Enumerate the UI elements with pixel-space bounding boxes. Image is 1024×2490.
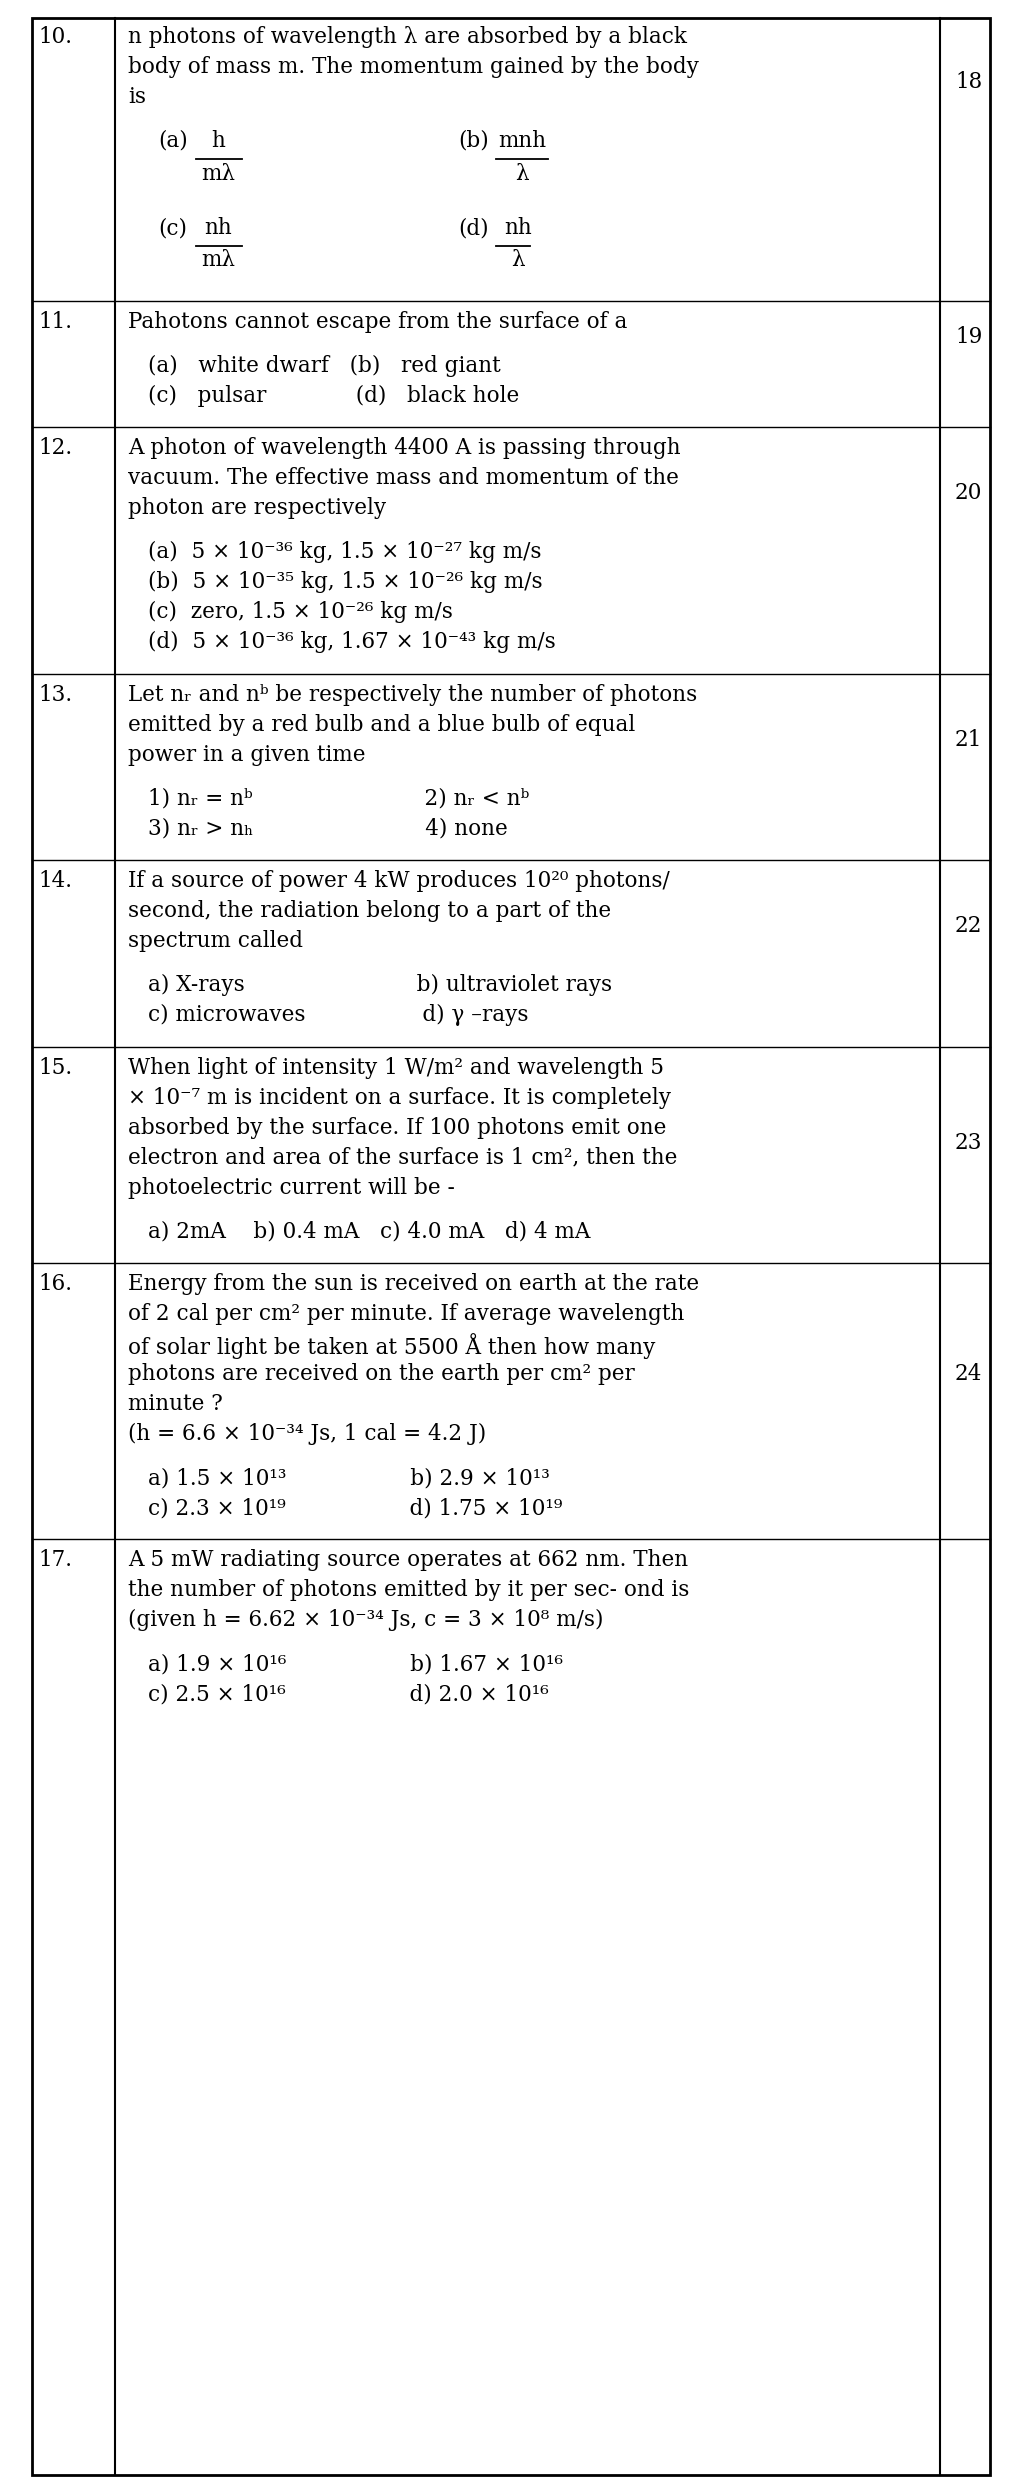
Text: (d): (d) [458, 217, 488, 239]
Text: mnh: mnh [498, 129, 546, 152]
Text: 22: 22 [955, 916, 982, 936]
Text: nh: nh [204, 217, 231, 239]
Text: a) 2mA    b) 0.4 mA   c) 4.0 mA   d) 4 mA: a) 2mA b) 0.4 mA c) 4.0 mA d) 4 mA [148, 1220, 591, 1243]
Text: a) 1.9 × 10¹⁶                  b) 1.67 × 10¹⁶: a) 1.9 × 10¹⁶ b) 1.67 × 10¹⁶ [148, 1653, 563, 1676]
Text: When light of intensity 1 W/m² and wavelength 5: When light of intensity 1 W/m² and wavel… [128, 1056, 664, 1078]
Text: (h = 6.6 × 10⁻³⁴ Js, 1 cal = 4.2 J): (h = 6.6 × 10⁻³⁴ Js, 1 cal = 4.2 J) [128, 1422, 486, 1444]
Text: 21: 21 [955, 730, 982, 752]
Text: (c)   pulsar             (d)   black hole: (c) pulsar (d) black hole [148, 386, 519, 406]
Text: is: is [128, 87, 146, 107]
Text: 3) nᵣ > nₕ                         4) none: 3) nᵣ > nₕ 4) none [148, 817, 508, 839]
Text: photon are respectively: photon are respectively [128, 498, 386, 520]
Text: (a): (a) [158, 129, 187, 152]
Text: mλ: mλ [201, 162, 234, 184]
Text: × 10⁻⁷ m is incident on a surface. It is completely: × 10⁻⁷ m is incident on a surface. It is… [128, 1086, 671, 1108]
Text: n photons of wavelength λ are absorbed by a black: n photons of wavelength λ are absorbed b… [128, 25, 687, 47]
Text: mλ: mλ [201, 249, 234, 271]
Text: 12.: 12. [38, 438, 72, 458]
Text: (given h = 6.62 × 10⁻³⁴ Js, c = 3 × 10⁸ m/s): (given h = 6.62 × 10⁻³⁴ Js, c = 3 × 10⁸ … [128, 1609, 603, 1631]
Text: 18: 18 [955, 72, 982, 92]
Text: second, the radiation belong to a part of the: second, the radiation belong to a part o… [128, 901, 611, 921]
Text: a) 1.5 × 10¹³                  b) 2.9 × 10¹³: a) 1.5 × 10¹³ b) 2.9 × 10¹³ [148, 1467, 550, 1489]
Text: A photon of wavelength 4400 A is passing through: A photon of wavelength 4400 A is passing… [128, 438, 681, 458]
Text: 14.: 14. [38, 869, 72, 891]
Text: 16.: 16. [38, 1272, 72, 1295]
Text: (c): (c) [158, 217, 187, 239]
Text: photons are received on the earth per cm² per: photons are received on the earth per cm… [128, 1362, 635, 1384]
Text: Pahotons cannot escape from the surface of a: Pahotons cannot escape from the surface … [128, 311, 628, 334]
Text: 11.: 11. [38, 311, 72, 334]
Text: (b)  5 × 10⁻³⁵ kg, 1.5 × 10⁻²⁶ kg m/s: (b) 5 × 10⁻³⁵ kg, 1.5 × 10⁻²⁶ kg m/s [148, 570, 543, 593]
Text: nh: nh [504, 217, 531, 239]
Text: λ: λ [515, 162, 528, 184]
Text: body of mass m. The momentum gained by the body: body of mass m. The momentum gained by t… [128, 55, 698, 77]
Text: (a)   white dwarf   (b)   red giant: (a) white dwarf (b) red giant [148, 356, 501, 376]
Text: 10.: 10. [38, 25, 72, 47]
Text: Energy from the sun is received on earth at the rate: Energy from the sun is received on earth… [128, 1272, 699, 1295]
Text: power in a given time: power in a given time [128, 745, 366, 767]
Text: of 2 cal per cm² per minute. If average wavelength: of 2 cal per cm² per minute. If average … [128, 1302, 684, 1325]
Text: If a source of power 4 kW produces 10²⁰ photons/: If a source of power 4 kW produces 10²⁰ … [128, 869, 670, 891]
Text: 19: 19 [955, 326, 982, 349]
Text: electron and area of the surface is 1 cm², then the: electron and area of the surface is 1 cm… [128, 1145, 677, 1168]
Text: Let nᵣ and nᵇ be respectively the number of photons: Let nᵣ and nᵇ be respectively the number… [128, 685, 697, 705]
Text: A 5 mW radiating source operates at 662 nm. Then: A 5 mW radiating source operates at 662 … [128, 1549, 688, 1571]
Text: 13.: 13. [38, 685, 72, 705]
Text: c) 2.5 × 10¹⁶                  d) 2.0 × 10¹⁶: c) 2.5 × 10¹⁶ d) 2.0 × 10¹⁶ [148, 1683, 549, 1706]
Text: 20: 20 [955, 483, 982, 505]
Text: (c)  zero, 1.5 × 10⁻²⁶ kg m/s: (c) zero, 1.5 × 10⁻²⁶ kg m/s [148, 603, 453, 622]
Text: 23: 23 [955, 1130, 982, 1153]
Text: c) 2.3 × 10¹⁹                  d) 1.75 × 10¹⁹: c) 2.3 × 10¹⁹ d) 1.75 × 10¹⁹ [148, 1496, 562, 1519]
Text: vacuum. The effective mass and momentum of the: vacuum. The effective mass and momentum … [128, 468, 679, 491]
Text: 17.: 17. [38, 1549, 72, 1571]
Text: emitted by a red bulb and a blue bulb of equal: emitted by a red bulb and a blue bulb of… [128, 715, 635, 737]
Text: h: h [211, 129, 225, 152]
Text: (b): (b) [458, 129, 488, 152]
Text: c) microwaves                 d) γ –rays: c) microwaves d) γ –rays [148, 1003, 528, 1026]
Text: the number of photons emitted by it per sec- ond is: the number of photons emitted by it per … [128, 1579, 689, 1601]
Text: 15.: 15. [38, 1056, 72, 1078]
Text: minute ?: minute ? [128, 1392, 223, 1414]
Text: λ: λ [511, 249, 525, 271]
Text: spectrum called: spectrum called [128, 931, 303, 951]
Text: (a)  5 × 10⁻³⁶ kg, 1.5 × 10⁻²⁷ kg m/s: (a) 5 × 10⁻³⁶ kg, 1.5 × 10⁻²⁷ kg m/s [148, 540, 542, 563]
Text: 1) nᵣ = nᵇ                         2) nᵣ < nᵇ: 1) nᵣ = nᵇ 2) nᵣ < nᵇ [148, 787, 529, 809]
Text: 24: 24 [955, 1362, 982, 1384]
Text: photoelectric current will be -: photoelectric current will be - [128, 1178, 455, 1198]
Text: of solar light be taken at 5500 Å then how many: of solar light be taken at 5500 Å then h… [128, 1332, 655, 1360]
Text: absorbed by the surface. If 100 photons emit one: absorbed by the surface. If 100 photons … [128, 1116, 667, 1138]
Text: (d)  5 × 10⁻³⁶ kg, 1.67 × 10⁻⁴³ kg m/s: (d) 5 × 10⁻³⁶ kg, 1.67 × 10⁻⁴³ kg m/s [148, 632, 556, 652]
Text: a) X-rays                         b) ultraviolet rays: a) X-rays b) ultraviolet rays [148, 974, 612, 996]
